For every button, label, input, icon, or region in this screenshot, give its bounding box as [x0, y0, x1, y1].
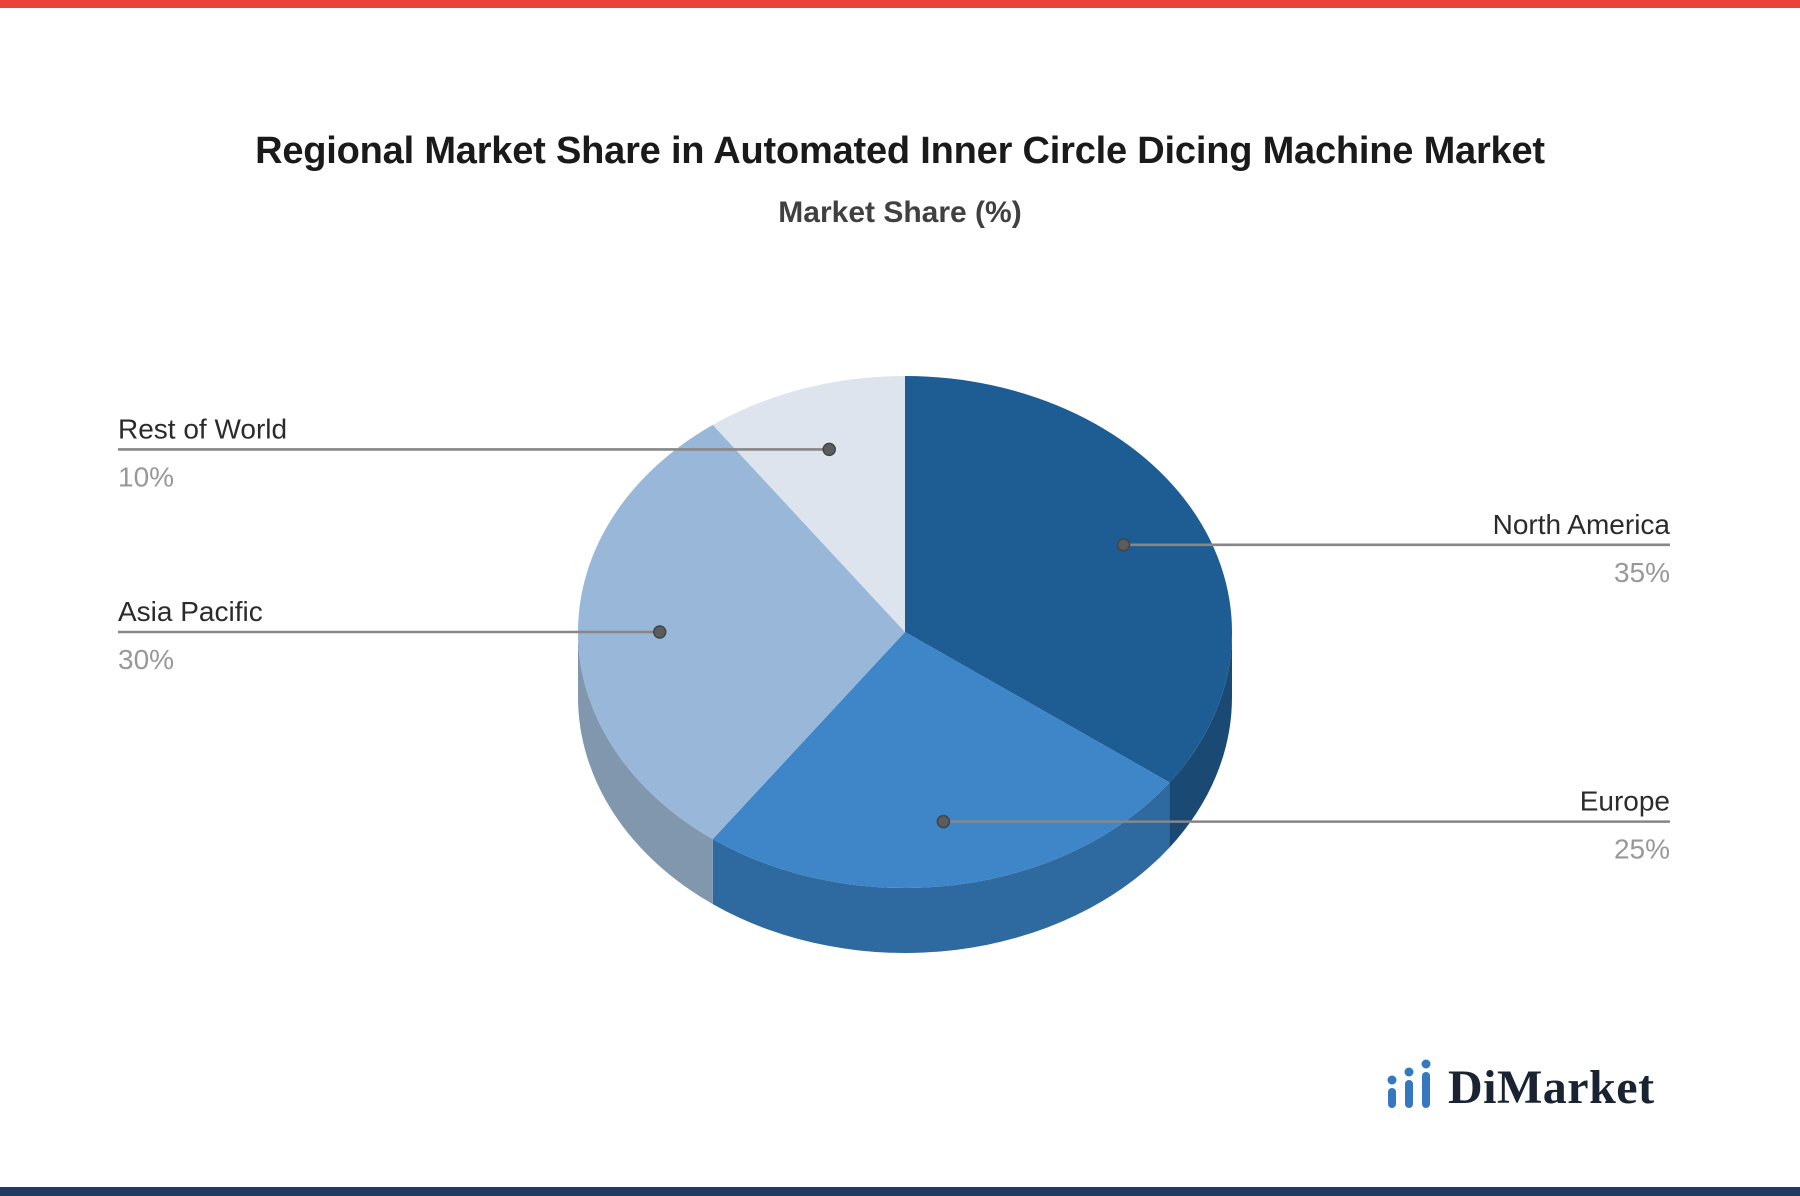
bar-chart-logo-icon	[1387, 1059, 1431, 1108]
leader-dot-rest-of-world	[822, 442, 836, 457]
brand-wordmark: DiMarket	[1448, 1061, 1655, 1114]
slice-value-europe: 25%	[1614, 834, 1670, 865]
pie-side-europe	[712, 782, 1170, 953]
chart-subtitle: Market Share (%)	[778, 196, 1022, 229]
slice-label-north-america: North America	[1493, 509, 1671, 540]
logo-bar	[1405, 1080, 1413, 1108]
slice-label-rest-of-world: Rest of World	[118, 413, 287, 444]
logo-dot	[1421, 1059, 1431, 1069]
leader-dot-europe	[936, 814, 951, 829]
slice-value-north-america: 35%	[1614, 557, 1670, 588]
logo-dot	[1387, 1075, 1397, 1085]
slice-label-asia-pacific: Asia Pacific	[118, 596, 263, 627]
pie-side-asia-pacific	[578, 632, 713, 905]
leader-dot-north-america	[1116, 538, 1131, 552]
logo-dot	[1404, 1067, 1414, 1077]
brand-logo: DiMarket	[1384, 1058, 1655, 1112]
bottom-accent-strip	[0, 1187, 1800, 1196]
top-accent-strip	[0, 0, 1800, 8]
logo-bar	[1422, 1072, 1430, 1108]
pie-slice-north-america[interactable]	[905, 376, 1232, 783]
slice-value-rest-of-world: 10%	[118, 461, 174, 492]
logo-bar	[1388, 1088, 1396, 1108]
slice-value-asia-pacific: 30%	[118, 644, 174, 675]
chart-title: Regional Market Share in Automated Inner…	[255, 130, 1545, 172]
pie-slice-rest-of-world[interactable]	[712, 376, 905, 632]
slice-label-europe: Europe	[1580, 786, 1670, 817]
pie-side-north-america	[1169, 632, 1232, 848]
pie-slice-asia-pacific[interactable]	[578, 424, 905, 840]
leader-dot-asia-pacific	[653, 625, 667, 639]
pie-slice-europe[interactable]	[712, 632, 1170, 888]
